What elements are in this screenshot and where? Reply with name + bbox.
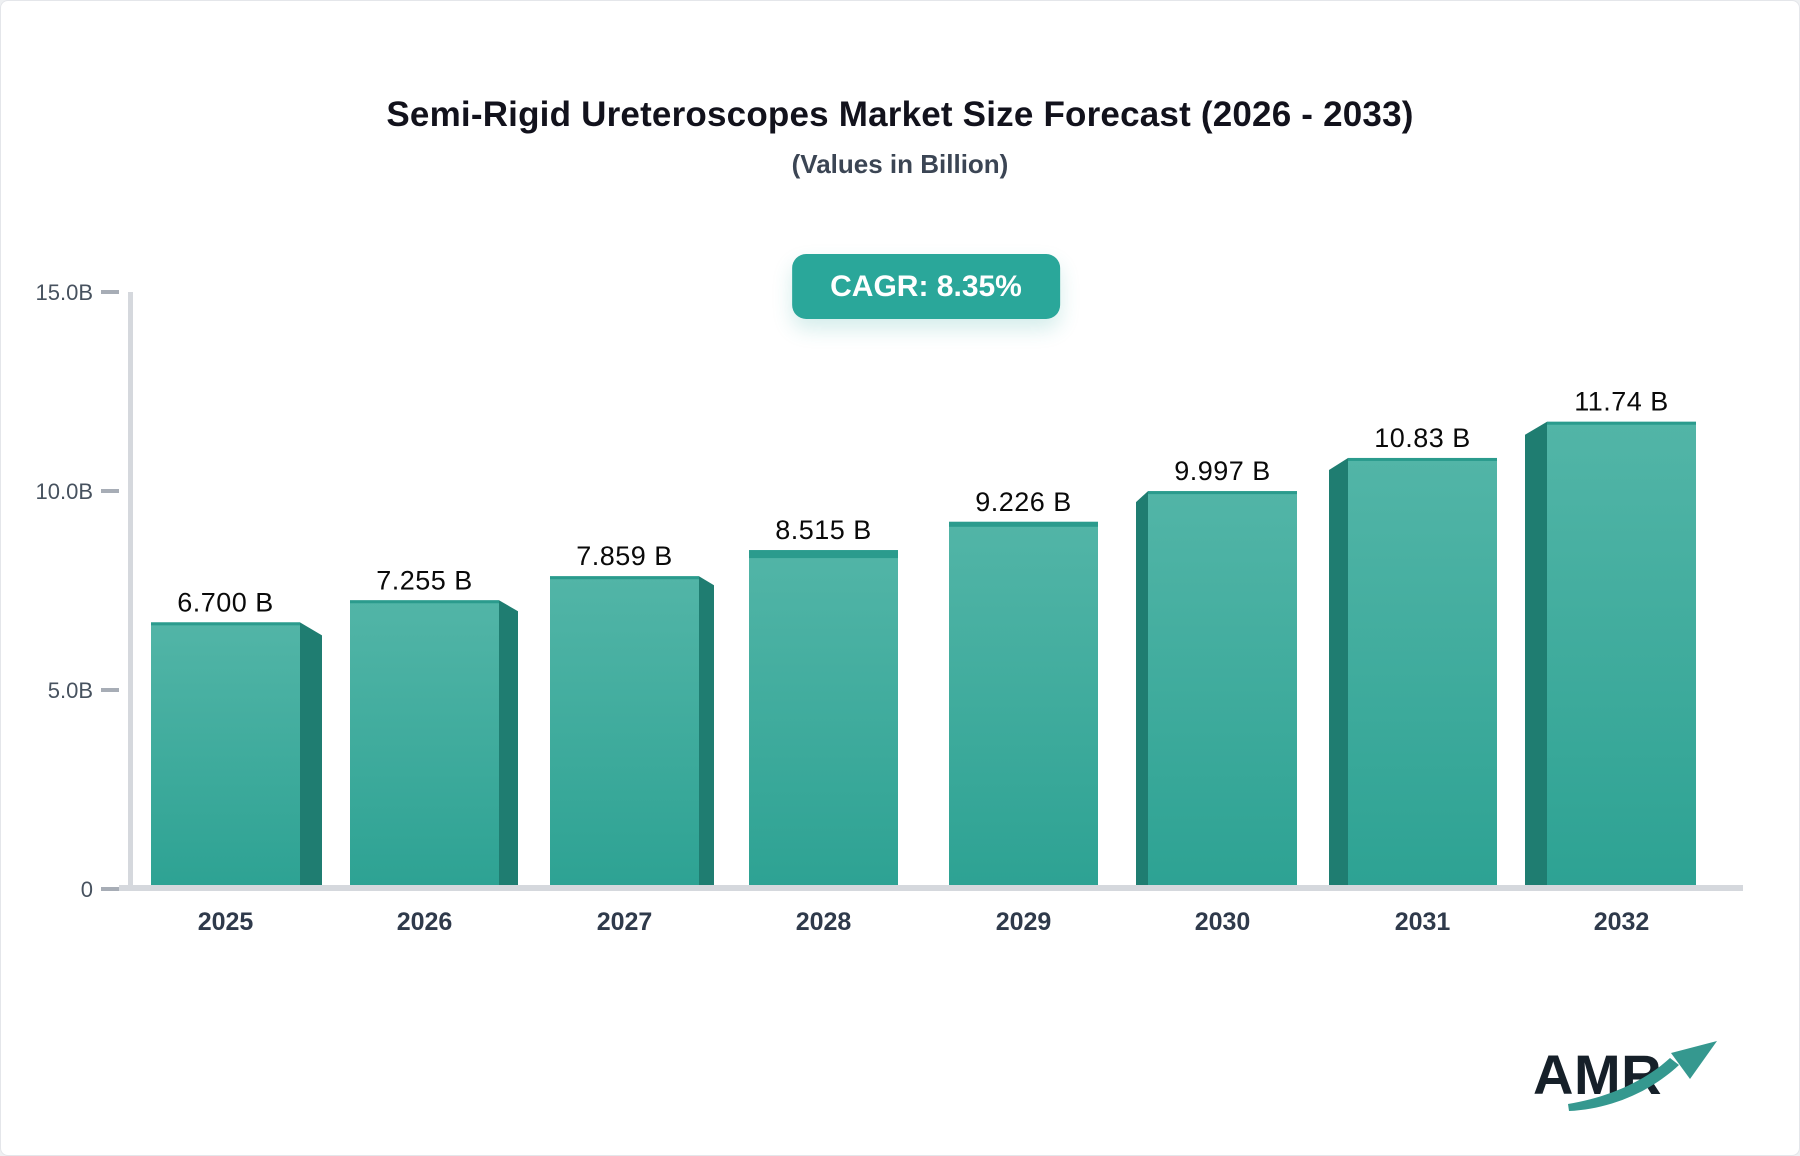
bar-side-2026 <box>499 600 518 889</box>
bar-2030 <box>1148 491 1297 889</box>
bar-side-2030 <box>1136 491 1148 889</box>
x-axis-label-2032: 2032 <box>1594 908 1650 936</box>
x-axis-label-2030: 2030 <box>1195 908 1251 936</box>
bar-cap-2032 <box>1547 421 1696 425</box>
x-axis-label-2031: 2031 <box>1395 908 1451 936</box>
x-axis-label-2027: 2027 <box>597 908 653 936</box>
y-tick <box>101 489 119 493</box>
x-axis-label-2025: 2025 <box>198 908 254 936</box>
bar-cap-2029 <box>949 521 1098 527</box>
bar-cap-2028 <box>749 550 898 559</box>
bar-value-label: 11.74 B <box>1574 387 1669 417</box>
bar-2027 <box>550 576 699 889</box>
bar-value-label: 7.859 B <box>576 541 673 571</box>
y-tick-label: 0 <box>81 877 93 902</box>
cagr-badge: CAGR: 8.35% <box>792 254 1060 319</box>
bar-side-2032 <box>1525 421 1547 889</box>
bar-side-2027 <box>699 576 714 889</box>
bar-value-label: 6.700 B <box>177 587 274 617</box>
amr-logo-text: AMR <box>1533 1043 1663 1106</box>
y-tick-label: 5.0B <box>48 678 93 703</box>
y-tick <box>101 688 119 692</box>
bar-2025 <box>151 622 300 889</box>
bar-2031 <box>1348 457 1497 889</box>
bar-value-label: 7.255 B <box>376 565 473 595</box>
bar-value-label: 10.83 B <box>1374 423 1471 453</box>
y-tick <box>101 887 119 891</box>
bar-cap-2027 <box>550 576 699 580</box>
bar-2028 <box>749 550 898 889</box>
bar-2029 <box>949 521 1098 889</box>
x-axis-line <box>119 885 1743 891</box>
amr-logo: AMR <box>1533 1035 1743 1130</box>
chart-subtitle: (Values in Billion) <box>791 149 1009 179</box>
y-tick <box>101 290 119 294</box>
growth-arrow-icon <box>1568 1041 1717 1111</box>
chart-title: Semi-Rigid Ureteroscopes Market Size For… <box>386 95 1414 134</box>
bar-cap-2026 <box>350 600 499 604</box>
bar-cap-2025 <box>151 622 300 626</box>
bar-cap-2030 <box>1148 491 1297 495</box>
x-axis-label-2028: 2028 <box>796 908 852 936</box>
y-axis-line <box>128 292 133 889</box>
bar-side-2025 <box>300 622 322 889</box>
bar-value-label: 9.226 B <box>975 487 1072 517</box>
x-axis-label-2026: 2026 <box>397 908 453 936</box>
x-axis-label-2029: 2029 <box>996 908 1052 936</box>
bar-value-label: 9.997 B <box>1174 456 1271 486</box>
bar-2032 <box>1547 421 1696 889</box>
bar-2026 <box>350 600 499 889</box>
bar-value-label: 8.515 B <box>775 515 872 545</box>
bar-side-2031 <box>1329 457 1348 889</box>
y-tick-label: 15.0B <box>36 280 94 305</box>
y-tick-label: 10.0B <box>36 479 94 504</box>
bar-cap-2031 <box>1348 457 1497 461</box>
